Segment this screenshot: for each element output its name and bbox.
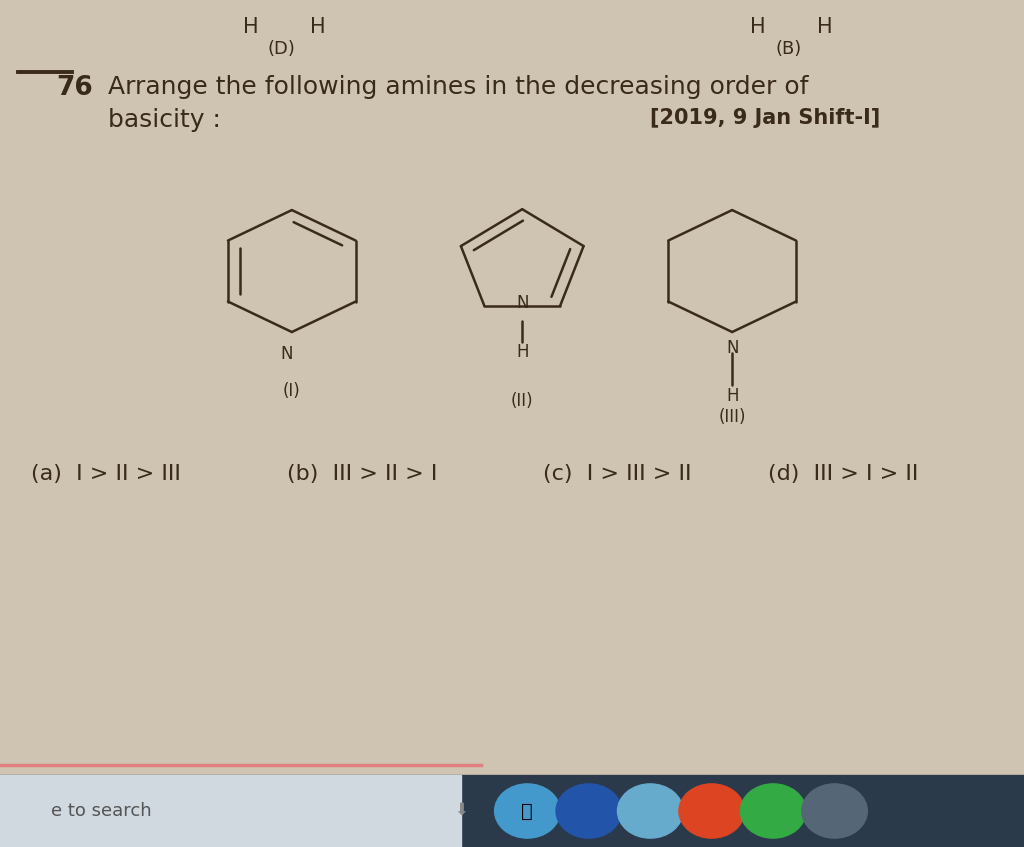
Text: basicity :: basicity : xyxy=(108,108,220,131)
Text: (c)  I > III > II: (c) I > III > II xyxy=(543,464,691,484)
Text: H: H xyxy=(816,17,833,37)
Text: (I): (I) xyxy=(283,382,301,401)
Text: N: N xyxy=(281,345,293,363)
Text: H: H xyxy=(750,17,766,37)
Circle shape xyxy=(802,784,867,839)
Text: (d)  III > I > II: (d) III > I > II xyxy=(768,464,919,484)
Text: H: H xyxy=(516,343,528,362)
Text: ⬇: ⬇ xyxy=(454,800,468,818)
Text: H: H xyxy=(309,17,326,37)
Text: (a)  I > II > III: (a) I > II > III xyxy=(31,464,180,484)
Circle shape xyxy=(679,784,744,839)
Text: (B): (B) xyxy=(775,40,802,58)
Text: H: H xyxy=(726,386,738,405)
Text: Arrange the following amines in the decreasing order of: Arrange the following amines in the decr… xyxy=(108,75,808,98)
Text: e to search: e to search xyxy=(51,802,152,820)
Text: (D): (D) xyxy=(267,40,296,58)
Text: 🐍: 🐍 xyxy=(521,801,534,821)
Text: H: H xyxy=(243,17,259,37)
Text: (III): (III) xyxy=(719,407,745,426)
Text: [2019, 9 Jan Shift-I]: [2019, 9 Jan Shift-I] xyxy=(650,108,881,128)
Text: (II): (II) xyxy=(511,391,534,410)
Circle shape xyxy=(740,784,806,839)
Bar xyxy=(0,775,461,847)
Text: 76: 76 xyxy=(56,75,93,101)
Text: (b)  III > II > I: (b) III > II > I xyxy=(287,464,437,484)
Text: N: N xyxy=(726,339,738,357)
Bar xyxy=(0,775,1024,847)
Circle shape xyxy=(556,784,622,839)
Circle shape xyxy=(495,784,560,839)
Circle shape xyxy=(617,784,683,839)
Text: N: N xyxy=(516,294,528,313)
